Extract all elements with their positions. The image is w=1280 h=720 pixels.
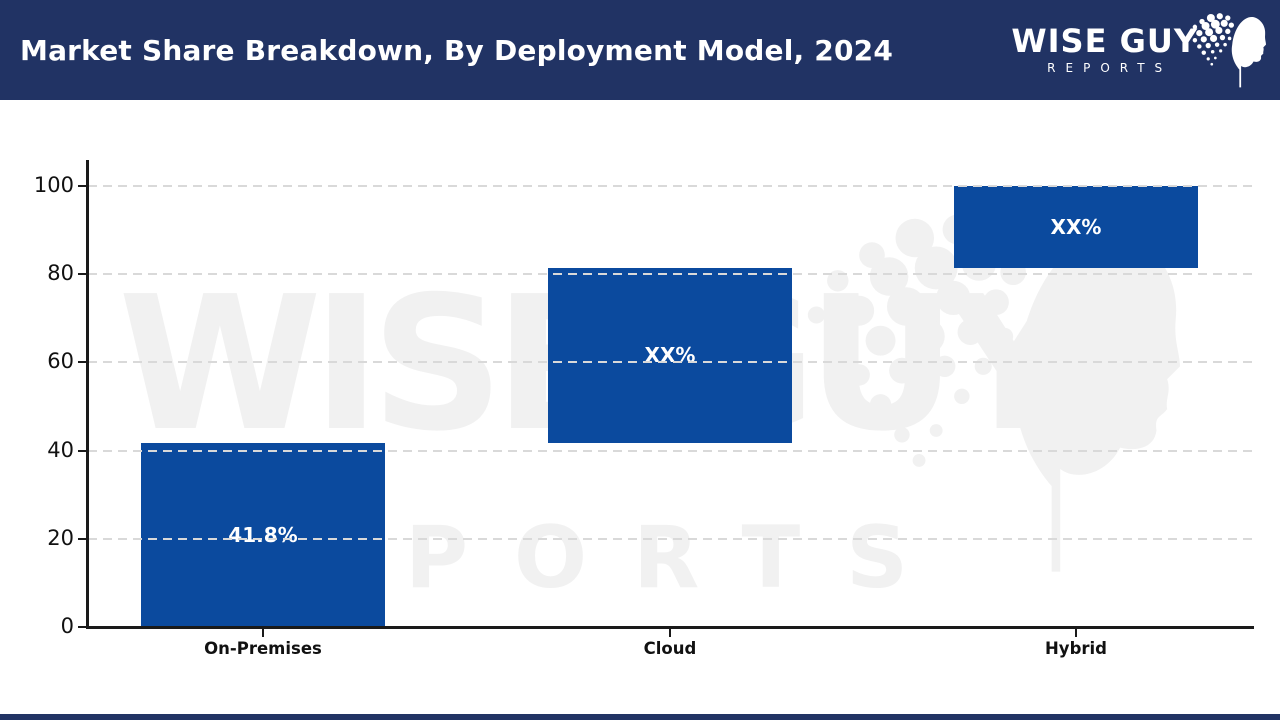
bar-cloud: XX%	[548, 267, 792, 443]
y-tick-label: 100	[33, 173, 74, 197]
gridline	[88, 273, 1253, 276]
bar-on-premises: 41.8%	[141, 442, 385, 627]
page-title: Market Share Breakdown, By Deployment Mo…	[20, 33, 894, 67]
gridline	[88, 449, 1253, 452]
y-tick-label: 60	[47, 349, 74, 374]
gridline	[88, 361, 1253, 364]
y-tick-mark	[78, 361, 87, 364]
y-tick-mark	[78, 449, 87, 452]
y-tick-mark	[78, 626, 87, 628]
gridline	[88, 185, 1253, 187]
bar-value-label: XX%	[1050, 214, 1102, 239]
brand-logo-text: WISE GUY REPORTS	[1011, 25, 1198, 75]
x-axis-label-cloud: Cloud	[643, 639, 697, 658]
y-tick-mark	[78, 185, 87, 187]
y-tick-mark	[78, 537, 87, 540]
brand-logo: WISE GUY REPORTS	[1011, 11, 1266, 89]
footer-bar	[0, 714, 1280, 720]
y-tick-label: 80	[47, 261, 74, 286]
x-axis-label-hybrid: Hybrid	[1045, 639, 1107, 658]
y-tick-label: 40	[47, 437, 74, 462]
brand-logo-subtext: REPORTS	[1047, 61, 1173, 75]
x-axis-line	[86, 626, 1254, 629]
bar-value-label: 41.8%	[228, 522, 298, 547]
header-bar: Market Share Breakdown, By Deployment Mo…	[0, 0, 1280, 100]
x-tick-mark	[262, 628, 264, 637]
brand-logo-wordmark: WISE GUY	[1011, 22, 1198, 60]
x-tick-mark	[669, 628, 671, 637]
y-axis-line	[86, 160, 89, 629]
x-tick-mark	[1075, 628, 1077, 637]
x-axis-label-on-premises: On-Premises	[204, 639, 322, 658]
gridline	[88, 537, 1253, 540]
y-tick-mark	[78, 273, 87, 276]
bar-value-label: XX%	[644, 343, 696, 368]
brand-head-icon	[1188, 13, 1266, 88]
y-tick-label: 20	[47, 525, 74, 550]
bar-hybrid: XX%	[954, 186, 1198, 268]
y-tick-label: 0	[60, 614, 74, 638]
